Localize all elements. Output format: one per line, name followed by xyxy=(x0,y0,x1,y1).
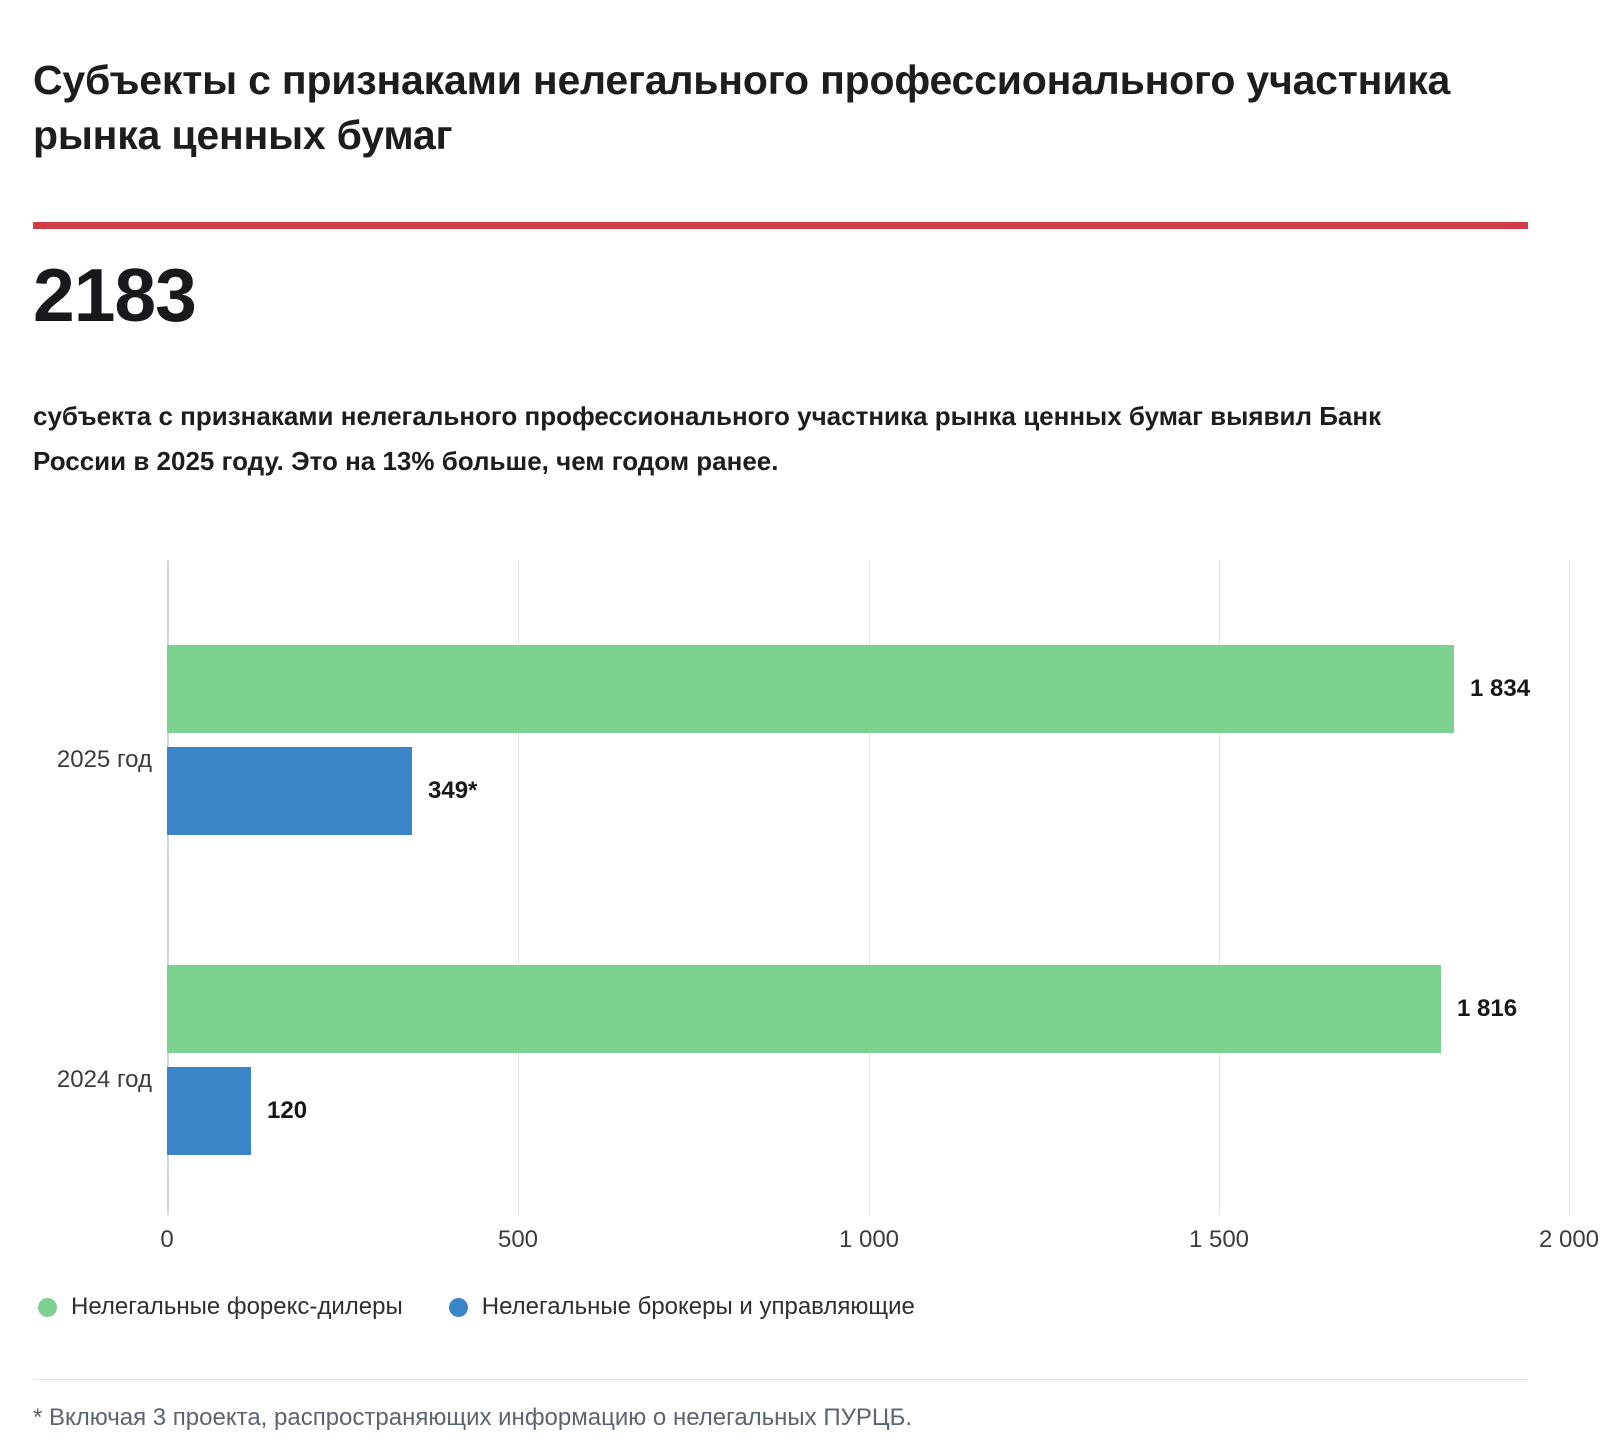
x-tick-500: 500 xyxy=(497,1226,539,1253)
x-tick-1500: 1 500 xyxy=(1188,1226,1250,1253)
bar-2025-forex-dealers[interactable] xyxy=(167,645,1454,733)
legend-swatch-green-icon xyxy=(38,1297,57,1317)
x-tick-2000: 2 000 xyxy=(1538,1226,1600,1253)
gridline-0 xyxy=(167,560,169,1215)
gridline-500 xyxy=(518,560,519,1215)
footnote-divider xyxy=(33,1379,1528,1380)
bar-value-2024-brokers: 120 xyxy=(267,1097,308,1124)
category-label-2024: 2024 год xyxy=(56,1066,152,1093)
headline-description: субъекта с признаками нелегального профе… xyxy=(33,401,1382,476)
legend-item-forex-dealers[interactable]: Нелегальные форекс-дилеры xyxy=(38,1295,403,1319)
gridline-1000 xyxy=(869,560,870,1215)
gridline-2000 xyxy=(1569,560,1570,1215)
bar-value-2025-forex-dealers: 1 834 xyxy=(1470,675,1531,702)
x-tick-0: 0 xyxy=(160,1226,174,1253)
headline-number: 2183 xyxy=(33,253,197,337)
bar-2024-brokers[interactable] xyxy=(167,1067,251,1155)
accent-divider xyxy=(33,222,1528,229)
category-axis: 2025 год 2024 год xyxy=(0,560,152,1215)
gridline-1500 xyxy=(1219,560,1220,1215)
category-label-2025: 2025 год xyxy=(56,746,152,773)
bar-2024-forex-dealers[interactable] xyxy=(167,965,1441,1053)
bar-value-2024-forex-dealers: 1 816 xyxy=(1457,995,1518,1022)
legend-swatch-blue-icon xyxy=(448,1297,468,1317)
bar-value-2025-brokers: 349* xyxy=(428,777,478,804)
plot-area: 1 834 349* 1 816 120 0 500 1 000 1 500 2… xyxy=(160,560,1599,1252)
legend-label-forex-dealers: Нелегальные форекс-дилеры xyxy=(71,1293,403,1320)
bar-chart: 2025 год 2024 год 1 834 349* 1 816 120 0 xyxy=(0,520,1620,1300)
chart-legend: Нелегальные форекс-дилеры Нелегальные бр… xyxy=(38,1295,915,1319)
legend-label-brokers: Нелегальные брокеры и управляющие xyxy=(481,1293,915,1320)
legend-item-brokers[interactable]: Нелегальные брокеры и управляющие xyxy=(448,1293,915,1320)
footnote-text: * Включая 3 проекта, распространяющих ин… xyxy=(33,1404,913,1431)
bar-2025-brokers[interactable] xyxy=(167,747,412,835)
x-tick-1000: 1 000 xyxy=(838,1226,900,1253)
page-title: Субъекты с признаками нелегального профе… xyxy=(33,57,1451,158)
